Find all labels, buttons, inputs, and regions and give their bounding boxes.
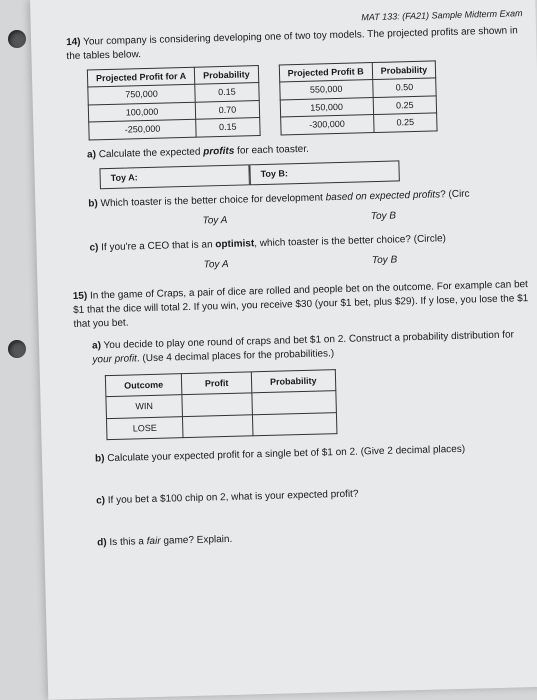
craps-h2: Profit (181, 371, 252, 394)
q14b-label: b) (88, 198, 98, 209)
exam-page: MAT 133: (FA21) Sample Midterm Exam 14) … (30, 0, 537, 700)
table-profit-b: Projected Profit B Probability 550,0000.… (278, 60, 437, 135)
q15a-text: You decide to play one round of craps an… (92, 329, 514, 365)
q14b-choices: Toy A Toy B (131, 207, 468, 230)
cell: -250,000 (89, 120, 197, 140)
q15-text: In the game of Craps, a pair of dice are… (73, 279, 528, 330)
q14c-label: c) (89, 242, 98, 253)
choice-toy-a: Toy A (202, 213, 227, 228)
choice-toy-a: Toy A (204, 257, 229, 272)
choice-toy-b: Toy B (372, 253, 398, 268)
toy-a-box: Toy A: (99, 164, 249, 189)
craps-h3: Probability (251, 369, 335, 393)
cell: 0.15 (195, 83, 259, 102)
q15a: a) You decide to play one round of craps… (92, 328, 532, 367)
cell-empty (182, 393, 253, 416)
q15c-text: If you bet a $100 chip on 2, what is you… (108, 489, 359, 507)
binder-hole (8, 30, 26, 48)
q15b-label: b) (95, 454, 105, 465)
q15-prompt: 15) In the game of Craps, a pair of dice… (73, 278, 531, 332)
q15c-label: c) (96, 496, 105, 507)
toy-b-box: Toy B: (249, 160, 399, 185)
cell: 0.25 (373, 113, 437, 132)
cell: 0.15 (196, 118, 260, 137)
cell: -300,000 (280, 115, 373, 135)
q14a-text: Calculate the expected profits for each … (99, 144, 309, 160)
cell: 0.25 (373, 96, 437, 115)
cell: 0.70 (195, 100, 259, 119)
cell-empty (252, 391, 336, 415)
cell: 0.50 (372, 78, 436, 97)
q15d-text: Is this a fair game? Explain. (109, 534, 232, 548)
q15d-label: d) (97, 538, 107, 549)
table-profit-a: Projected Profit for A Probability 750,0… (87, 65, 261, 141)
q15b-text: Calculate your expected profit for a sin… (107, 444, 465, 464)
craps-lose: LOSE (106, 416, 183, 440)
q15a-label: a) (92, 340, 101, 351)
table-b-h2: Probability (372, 61, 436, 80)
craps-win: WIN (106, 395, 183, 419)
q14a-answer-boxes: Toy A: Toy B: (99, 157, 526, 189)
q15-number: 15) (73, 290, 88, 301)
cell-empty (182, 415, 253, 438)
q15d: d) Is this a fair game? Explain. (97, 525, 536, 550)
cell-empty (252, 412, 336, 436)
q14b-text: Which toaster is the better choice for d… (100, 188, 469, 209)
q15b: b) Calculate your expected profit for a … (95, 441, 534, 466)
q14c-choices: Toy A Toy B (132, 251, 469, 274)
q15c: c) If you bet a $100 chip on 2, what is … (96, 483, 535, 508)
binder-hole (8, 340, 26, 358)
q14a-label: a) (87, 149, 96, 160)
q14-number: 14) (66, 36, 81, 47)
craps-table: Outcome Profit Probability WIN LOSE (105, 369, 337, 441)
table-a-h2: Probability (194, 65, 258, 84)
q14-text: Your company is considering developing o… (66, 25, 518, 62)
choice-toy-b: Toy B (371, 209, 397, 224)
q14-tables: Projected Profit for A Probability 750,0… (87, 58, 526, 141)
q14c-text: If you're a CEO that is an optimist, whi… (101, 233, 446, 253)
craps-h1: Outcome (105, 373, 182, 397)
